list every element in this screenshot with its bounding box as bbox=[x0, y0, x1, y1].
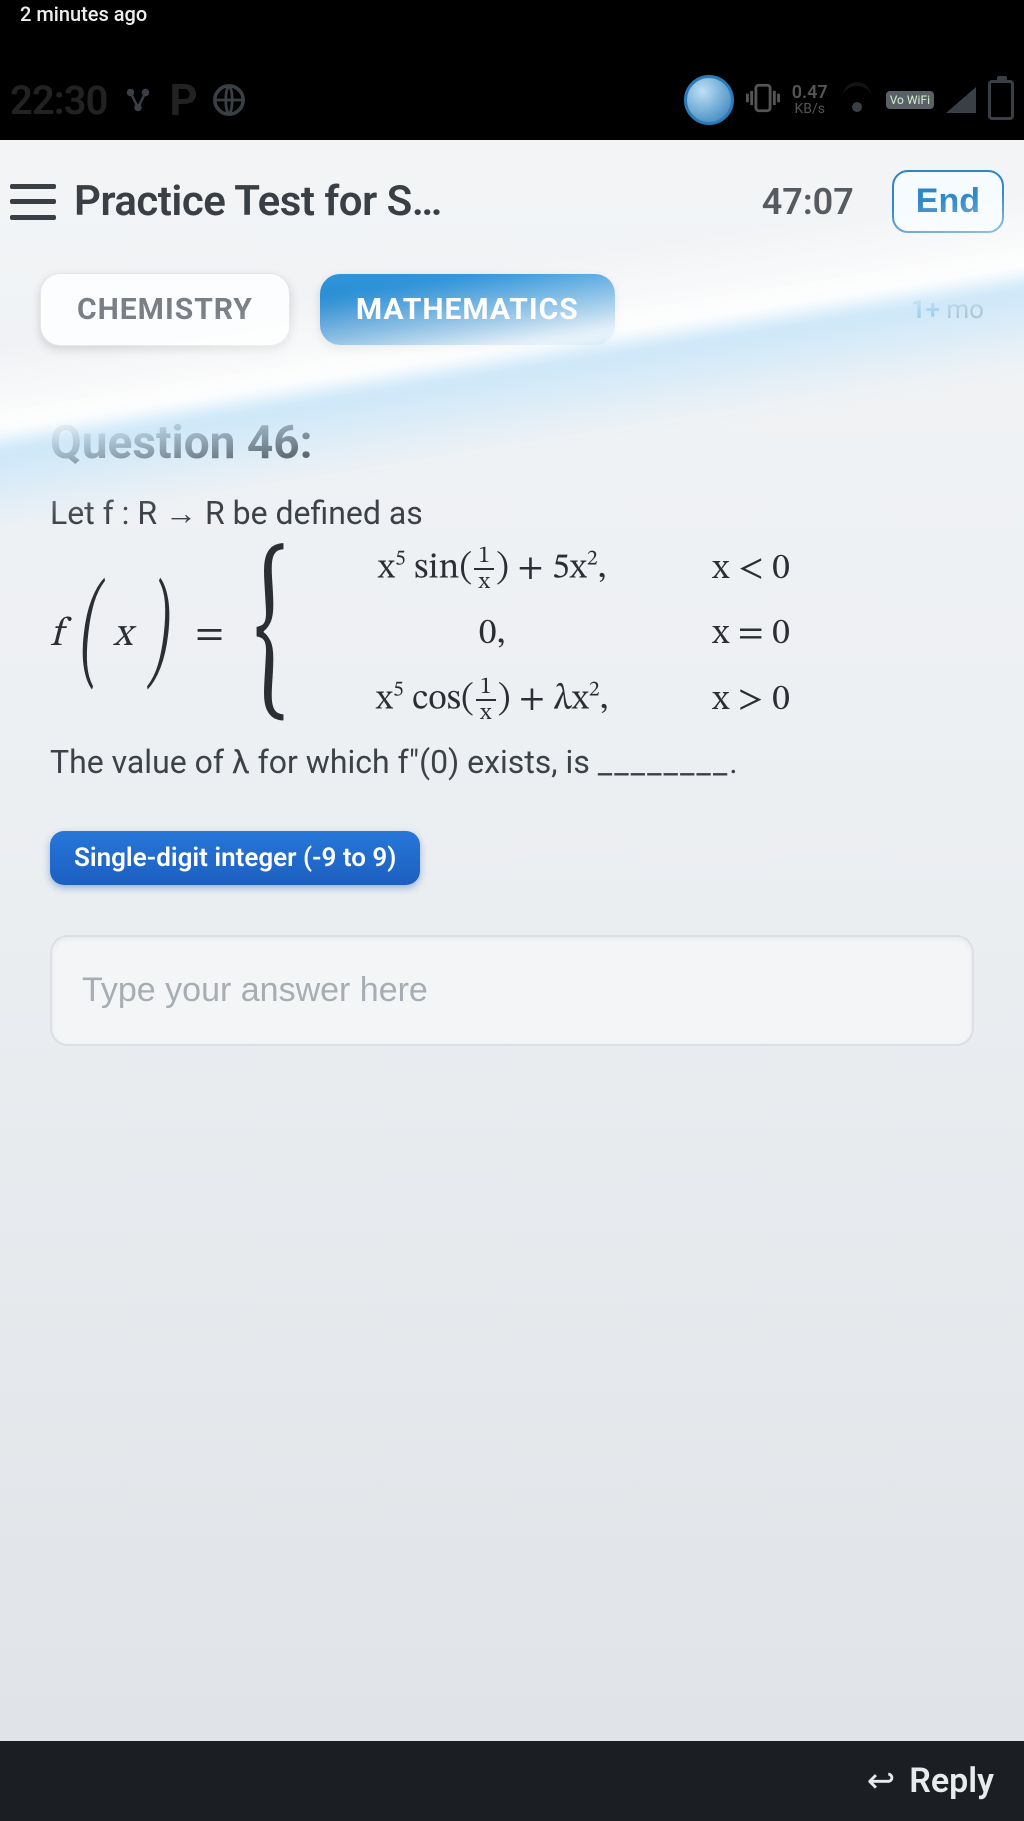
countdown-timer: 47:07 bbox=[762, 181, 854, 223]
attempt-count-suffix: mo bbox=[946, 295, 984, 325]
tab-chemistry[interactable]: CHEMISTRY bbox=[40, 273, 290, 346]
attempt-count: 1+ mo bbox=[911, 295, 984, 325]
question-lead: Let f : R → R be defined as bbox=[50, 494, 974, 532]
question-number: Question 46: bbox=[50, 416, 974, 470]
question-tail: The value of λ for which f″(0) exists, i… bbox=[50, 743, 974, 781]
question-formula: f ( x ) = { x5 sin(1x) + 5x2, x < 0 0, x… bbox=[50, 544, 974, 725]
notification-age: 2 minutes ago bbox=[20, 2, 147, 26]
case-row-3: x5 cos(1x) + λx2, x > 0 bbox=[302, 675, 852, 725]
browser-icon bbox=[212, 83, 246, 117]
brace-icon: { bbox=[254, 563, 288, 706]
clock: 22:30 bbox=[10, 77, 107, 124]
case3-expression: x5 cos(1x) + λx2, bbox=[302, 675, 682, 725]
question-tail-text: The value of λ for which f″(0) exists, i… bbox=[50, 743, 598, 781]
question-tail-period: . bbox=[729, 743, 737, 781]
fx-f: f bbox=[50, 610, 62, 660]
subject-tabs: CHEMISTRY MATHEMATICS 1+ mo bbox=[0, 253, 1024, 366]
case1-condition: x < 0 bbox=[712, 547, 852, 592]
network-speed-value: 0.47 bbox=[792, 84, 828, 102]
status-right: 0.47 KB/s Vo WiFi bbox=[684, 75, 1014, 125]
vowifi-badge: Vo WiFi bbox=[886, 91, 934, 109]
status-bar: 22:30 P 0.47 KB/s Vo WiFi bbox=[0, 70, 1024, 130]
signal-icon bbox=[946, 87, 976, 113]
status-left: 22:30 P bbox=[10, 74, 246, 126]
notification-strip: 2 minutes ago bbox=[0, 0, 1024, 30]
case2-expression: 0, bbox=[302, 612, 682, 657]
menu-icon[interactable] bbox=[10, 184, 56, 220]
app-header: Practice Test for S… 47:07 End bbox=[0, 140, 1024, 253]
assistant-bubble-icon[interactable] bbox=[684, 75, 734, 125]
case-row-2: 0, x = 0 bbox=[302, 612, 852, 657]
answer-blank: ________ bbox=[598, 743, 730, 781]
fx-notation: f ( x ) bbox=[50, 587, 179, 683]
vibrate-icon bbox=[746, 81, 780, 120]
reply-label: Reply bbox=[909, 1761, 994, 1801]
end-test-button[interactable]: End bbox=[892, 170, 1004, 233]
attempt-count-number: 1+ bbox=[911, 295, 940, 325]
answer-input[interactable] bbox=[82, 971, 942, 1010]
answer-type-badge: Single-digit integer (-9 to 9) bbox=[50, 831, 420, 885]
tab-mathematics[interactable]: MATHEMATICS bbox=[320, 274, 615, 345]
answer-input-container[interactable] bbox=[50, 935, 974, 1046]
page-title: Practice Test for S… bbox=[74, 177, 442, 226]
left-paren-icon: ( bbox=[78, 587, 97, 683]
question-card: Question 46: Let f : R → R be defined as… bbox=[0, 366, 1024, 1066]
case1-expression: x5 sin(1x) + 5x2, bbox=[302, 544, 682, 594]
reply-arrow-icon: ↩ bbox=[867, 1761, 896, 1801]
right-paren-icon: ) bbox=[148, 587, 167, 683]
reply-bar[interactable]: ↩ Reply bbox=[0, 1741, 1024, 1821]
case3-condition: x > 0 bbox=[712, 678, 852, 723]
device-link-icon bbox=[121, 83, 155, 117]
case2-condition: x = 0 bbox=[712, 612, 852, 657]
network-speed-unit: KB/s bbox=[792, 102, 828, 116]
network-speed: 0.47 KB/s bbox=[792, 84, 828, 116]
p-indicator: P bbox=[169, 74, 197, 126]
battery-icon bbox=[988, 80, 1014, 120]
fx-x: x bbox=[113, 610, 132, 660]
wifi-icon bbox=[840, 88, 874, 112]
equals-sign: = bbox=[195, 610, 224, 660]
piecewise-cases: x5 sin(1x) + 5x2, x < 0 0, x = 0 x5 cos(… bbox=[302, 544, 852, 725]
case-row-1: x5 sin(1x) + 5x2, x < 0 bbox=[302, 544, 852, 594]
app-surface: Practice Test for S… 47:07 End CHEMISTRY… bbox=[0, 140, 1024, 1821]
